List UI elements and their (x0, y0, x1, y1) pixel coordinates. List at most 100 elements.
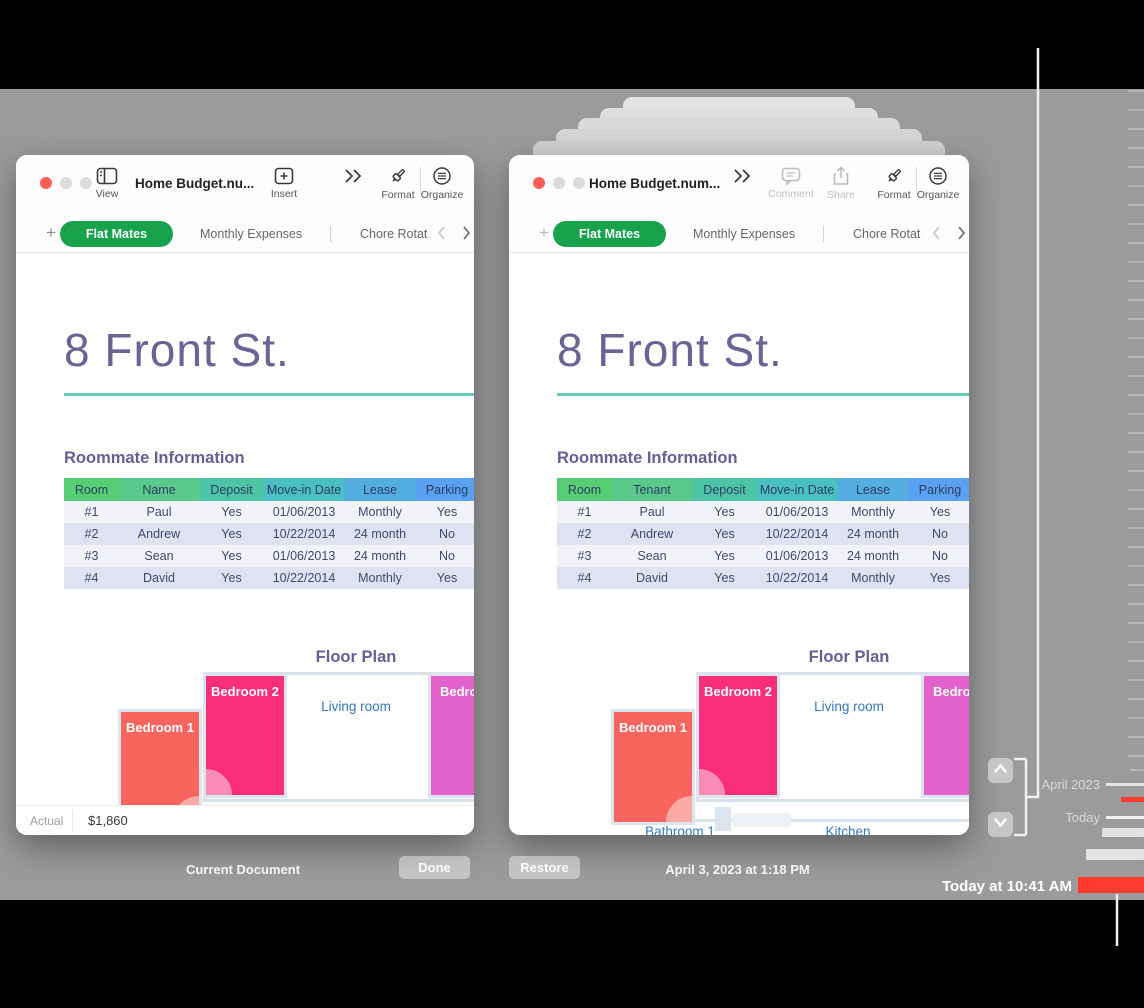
timeline-tick[interactable] (1128, 109, 1144, 111)
living-room-label: Living room (814, 699, 884, 714)
timeline-version-bar[interactable] (1102, 828, 1144, 837)
timeline-tick[interactable] (1128, 318, 1144, 320)
timeline-tick[interactable] (1128, 508, 1144, 510)
floor-plan-bedroom3[interactable]: Bedro (428, 673, 474, 798)
timeline-tick[interactable] (1128, 166, 1144, 168)
zoom-button[interactable] (573, 177, 585, 189)
timeline-tick[interactable] (1128, 185, 1144, 187)
view-button[interactable]: View (79, 167, 135, 200)
timeline-tick[interactable] (1128, 660, 1144, 662)
timeline-version-bar[interactable] (1086, 849, 1144, 860)
timeline-tick[interactable] (1128, 470, 1144, 472)
floor-plan-bedroom2[interactable]: Bedroom 2 (203, 673, 287, 798)
floor-plan-heading: Floor Plan (315, 648, 397, 666)
door-arc (699, 769, 725, 795)
column-header: Lease (344, 478, 416, 501)
timeline-tick[interactable] (1128, 717, 1144, 719)
minimize-button[interactable] (60, 177, 72, 189)
floor-plan-bedroom1[interactable]: Bedroom 1 (611, 709, 695, 825)
table-row: #3 Sean Yes 01/06/2013 24 month No (64, 545, 474, 567)
bathroom-label: Bathroom 1 (645, 824, 715, 835)
timeline-tick[interactable] (1128, 356, 1144, 358)
tab-monthly-expenses[interactable]: Monthly Expenses (200, 227, 303, 241)
floor-plan-bedroom2[interactable]: Bedroom 2 (696, 673, 780, 798)
tab-chore-rotation[interactable]: Chore Rotat (360, 227, 428, 241)
minimize-button[interactable] (553, 177, 565, 189)
timeline-tick[interactable] (1128, 204, 1144, 206)
current-document-label: Current Document (185, 862, 301, 877)
next-version-button[interactable] (988, 812, 1013, 837)
previous-version-button[interactable] (988, 758, 1013, 783)
column-header: Move-in Date (757, 478, 837, 501)
timeline-tick[interactable] (1128, 679, 1144, 681)
timeline-tick[interactable] (1128, 546, 1144, 548)
timeline-tick[interactable] (1128, 584, 1144, 586)
timeline-selected-label: Today at 10:41 AM (941, 878, 1072, 895)
table-row: #4 David Yes 10/22/2014 Monthly Yes (64, 567, 474, 589)
timeline-tick[interactable] (1128, 413, 1144, 415)
timeline-tick[interactable] (1128, 147, 1144, 149)
tab-monthly-expenses[interactable]: Monthly Expenses (693, 227, 796, 241)
floor-plan-wall (613, 819, 969, 822)
traffic-lights (40, 177, 92, 189)
timeline-tick[interactable] (1128, 565, 1144, 567)
timeline-tick[interactable] (1128, 451, 1144, 453)
floor-plan-heading: Floor Plan (808, 648, 890, 666)
restore-button[interactable]: Restore (509, 856, 580, 879)
tab-chore-rotation[interactable]: Chore Rotat (853, 227, 921, 241)
timeline-tick[interactable] (1128, 603, 1144, 605)
tabs-scroll-left-icon[interactable] (930, 223, 944, 243)
close-button[interactable] (533, 177, 545, 189)
timeline-tick[interactable] (1128, 128, 1144, 130)
timeline-tick[interactable] (1128, 698, 1144, 700)
floor-plan-bedroom3[interactable]: Bedro (921, 673, 969, 798)
tab-flat-mates[interactable]: Flat Mates (553, 221, 666, 247)
format-button[interactable]: Format (866, 166, 922, 201)
timeline-selected-bar[interactable] (1078, 877, 1144, 893)
format-brush-icon (392, 169, 405, 182)
timeline-tick[interactable] (1128, 394, 1144, 396)
format-button[interactable]: Format (370, 166, 426, 201)
chevron-up-icon (994, 764, 1007, 773)
timeline-today-tick[interactable] (1106, 816, 1144, 819)
timeline-tick[interactable] (1128, 527, 1144, 529)
roommate-table[interactable]: Room Name Deposit Move-in Date Lease Parking … (64, 478, 474, 589)
timeline-tick[interactable] (1128, 299, 1144, 301)
close-button[interactable] (40, 177, 52, 189)
timeline-tick[interactable] (1130, 769, 1144, 771)
tab-flat-mates[interactable]: Flat Mates (60, 221, 173, 247)
tabs-scroll-left-icon[interactable] (435, 223, 449, 243)
timeline-tick[interactable] (1128, 755, 1144, 757)
floor-plan-fixture (715, 807, 731, 831)
timeline-tick[interactable] (1128, 736, 1144, 738)
timeline-month-tick[interactable] (1106, 783, 1144, 786)
timeline-today-label: Today (1065, 810, 1100, 825)
timeline-tick[interactable] (1128, 432, 1144, 434)
column-header: Name (119, 478, 199, 501)
done-button[interactable]: Done (399, 856, 470, 879)
timeline-tick[interactable] (1128, 622, 1144, 624)
heading-rule (557, 393, 969, 396)
timeline-tick[interactable] (1128, 641, 1144, 643)
organize-button[interactable]: Organize (414, 166, 470, 201)
insert-button[interactable]: Insert (256, 167, 312, 200)
timeline-tick[interactable] (1128, 90, 1144, 92)
timeline-tick[interactable] (1128, 280, 1144, 282)
timeline-tick[interactable] (1128, 489, 1144, 491)
tabs-scroll-right-icon[interactable] (954, 223, 968, 243)
timeline-version-marker[interactable] (1121, 797, 1144, 802)
organize-button[interactable]: Organize (910, 166, 966, 201)
footer-cell-value: $1,860 (88, 813, 128, 828)
add-sheet-button[interactable]: + (46, 223, 56, 242)
roommate-table[interactable]: Room Tenant Deposit Move-in Date Lease Parkin… (557, 478, 969, 589)
timeline-tick[interactable] (1128, 261, 1144, 263)
tabs-scroll-right-icon[interactable] (459, 223, 473, 243)
zoom-button[interactable] (80, 177, 92, 189)
timeline-tick[interactable] (1128, 223, 1144, 225)
timeline-tick[interactable] (1128, 337, 1144, 339)
more-toolbar-items-button[interactable] (715, 168, 771, 184)
timeline-tick[interactable] (1128, 375, 1144, 377)
column-header: Move-in Date (264, 478, 344, 501)
more-toolbar-items-button[interactable] (326, 168, 382, 184)
timeline-tick[interactable] (1128, 242, 1144, 244)
